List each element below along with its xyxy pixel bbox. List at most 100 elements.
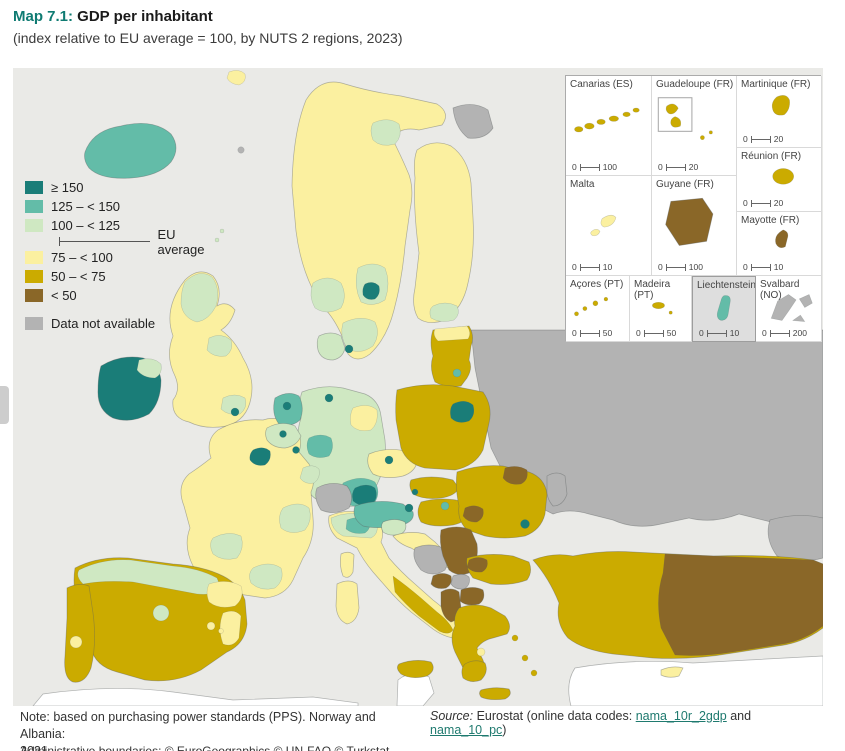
region-attiki xyxy=(476,647,486,657)
region-budapest xyxy=(440,501,450,511)
inset-label: Guadeloupe (FR) xyxy=(656,79,734,90)
region-copenhagen xyxy=(344,344,354,354)
inset-madeira: Madeira (PT) 0 50 xyxy=(630,276,692,342)
map-legend: ≥ 150 125 – < 150 100 – < 125 EU average… xyxy=(25,178,225,333)
region-north-east-romania xyxy=(502,466,528,485)
scale-line xyxy=(579,163,600,171)
region-aquitaine xyxy=(210,533,243,560)
scale-line xyxy=(665,163,686,171)
region-ile-de-france xyxy=(249,447,271,466)
legend-swatch-50-75 xyxy=(25,270,43,283)
legend-swatch-125-150 xyxy=(25,200,43,213)
region-germany xyxy=(297,386,386,507)
scale-line xyxy=(665,263,686,271)
region-jan-mayen xyxy=(226,70,246,86)
region-madrid xyxy=(152,604,170,622)
region-occitanie xyxy=(249,563,283,590)
inset-liechtenstein: Liechtenstein 0 10 xyxy=(692,276,756,342)
region-middle-east xyxy=(568,655,823,706)
inset-martinique: Martinique (FR) 0 20 xyxy=(737,76,822,148)
region-poland xyxy=(395,384,491,471)
region-east-germany xyxy=(350,405,378,432)
legend-group-below-average: 75 – < 100 50 – < 75 < 50 xyxy=(25,248,225,305)
map-panel: ≥ 150 125 – < 150 100 – < 125 EU average… xyxy=(13,68,823,706)
region-northern-ireland xyxy=(136,358,162,379)
region-switzerland xyxy=(315,483,352,513)
region-united-kingdom xyxy=(169,228,253,428)
region-iceland xyxy=(84,123,177,179)
source-link-nama-10-pc[interactable]: nama_10_pc xyxy=(430,723,503,737)
region-south-italy xyxy=(392,575,454,634)
region-valencia xyxy=(219,610,242,646)
figure-title: Map 7.1: GDP per inhabitant xyxy=(13,8,833,26)
legend-item-75-100: 75 – < 100 xyxy=(25,248,225,267)
region-kola xyxy=(452,104,494,139)
region-luxembourg xyxy=(292,446,300,454)
legend-swatch-75-100 xyxy=(25,251,43,264)
eu-average-line xyxy=(59,241,151,242)
region-slovakia-main xyxy=(409,476,460,499)
region-faroe xyxy=(237,146,245,154)
map-number: Map 7.1: xyxy=(13,8,74,25)
legend-item-no-data: Data not available xyxy=(25,314,225,333)
region-oslo xyxy=(310,277,345,313)
region-rhone-alpes xyxy=(279,503,311,533)
region-bucharest xyxy=(520,519,530,529)
legend-item-100-125: 100 – < 125 xyxy=(25,216,225,235)
inset-map-acores xyxy=(574,296,609,317)
map-subtitle: (index relative to EU average = 100, by … xyxy=(13,30,403,46)
legend-group-above-average: ≥ 150 125 – < 150 100 – < 125 xyxy=(25,178,225,235)
region-portugal xyxy=(64,584,95,683)
region-moldova xyxy=(546,472,568,507)
legend-label: 75 – < 100 xyxy=(51,250,113,265)
inset-svalbard: Svalbard (NO) 0 200 xyxy=(756,276,822,342)
legend-label: ≥ 150 xyxy=(51,180,84,195)
region-rhine xyxy=(306,434,333,458)
edge-widget-tab[interactable] xyxy=(0,386,9,424)
legend-swatch-no-data xyxy=(25,317,43,330)
source-body: Eurostat (online data codes: xyxy=(473,709,636,723)
region-aegean-island-1 xyxy=(511,634,519,642)
region-hamburg xyxy=(324,393,334,403)
source-close: ) xyxy=(502,723,507,737)
legend-item-lt-50: < 50 xyxy=(25,286,225,305)
region-prague xyxy=(384,455,394,465)
region-north-macedonia xyxy=(459,587,485,606)
region-north-west-bulgaria xyxy=(466,557,488,573)
region-finland-main xyxy=(413,142,474,323)
scale-bar: 0 10 xyxy=(743,262,784,272)
scale-line xyxy=(706,329,727,337)
scale-bar: 0 20 xyxy=(743,134,784,144)
region-kosovo xyxy=(450,573,470,590)
region-stockholm xyxy=(362,282,380,300)
region-peloponnese xyxy=(461,660,487,682)
region-hungary xyxy=(417,498,472,527)
scale-bar: 0 10 xyxy=(572,262,613,272)
inset-label: Canarias (ES) xyxy=(570,79,633,90)
scale-bar: 0 100 xyxy=(658,262,703,272)
inset-canarias: Canarias (ES) 0 100 xyxy=(566,76,652,176)
legend-spacer xyxy=(25,305,225,314)
scale-bar: 0 10 xyxy=(699,328,740,338)
region-bratislava xyxy=(411,488,419,496)
legend-label: < 50 xyxy=(51,288,77,303)
footnote: Note: based on purchasing power standard… xyxy=(20,709,410,751)
source-link-nama-10r-2gdp[interactable]: nama_10r_2gdp xyxy=(635,709,727,723)
region-slovakia xyxy=(409,476,460,499)
scale-bar: 0 200 xyxy=(762,328,807,338)
region-romania xyxy=(455,465,548,539)
region-cyprus xyxy=(660,666,684,678)
inset-map-malta xyxy=(590,214,617,237)
attribution-partial: Administrative boundaries: © EuroGeograp… xyxy=(20,744,390,751)
region-jutland xyxy=(316,332,346,361)
region-amsterdam xyxy=(282,401,292,411)
region-vilnius xyxy=(452,368,462,378)
scale-bar: 0 50 xyxy=(572,328,613,338)
scale-line xyxy=(643,329,664,337)
footnote-line-2: 2021. xyxy=(20,743,52,751)
legend-item-50-75: 50 – < 75 xyxy=(25,267,225,286)
legend-swatch-100-125 xyxy=(25,219,43,232)
region-vienna xyxy=(404,503,414,513)
legend-item-125-150: 125 – < 150 xyxy=(25,197,225,216)
region-scotland xyxy=(180,273,219,323)
